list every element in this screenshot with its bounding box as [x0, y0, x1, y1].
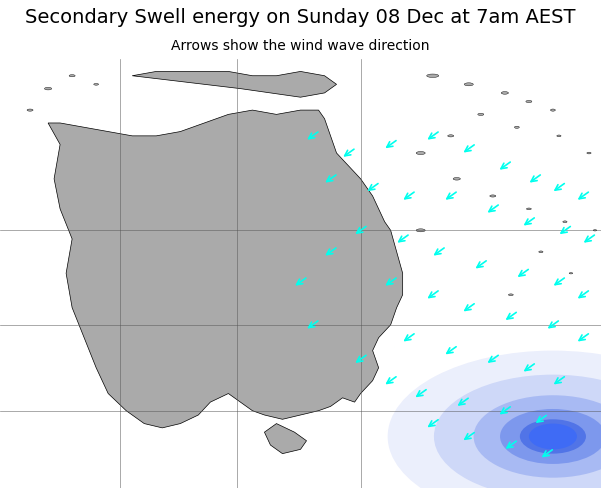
- Ellipse shape: [569, 273, 573, 274]
- Ellipse shape: [508, 294, 513, 296]
- Polygon shape: [264, 424, 307, 454]
- Ellipse shape: [44, 87, 52, 90]
- Ellipse shape: [388, 350, 601, 488]
- Ellipse shape: [514, 126, 519, 128]
- Ellipse shape: [563, 221, 567, 223]
- Ellipse shape: [448, 135, 454, 137]
- Polygon shape: [132, 71, 337, 97]
- Ellipse shape: [526, 101, 532, 102]
- Text: Secondary Swell energy on Sunday 08 Dec at 7am AEST: Secondary Swell energy on Sunday 08 Dec …: [25, 8, 576, 27]
- Ellipse shape: [453, 178, 460, 180]
- Ellipse shape: [557, 135, 561, 137]
- Ellipse shape: [526, 208, 531, 210]
- Ellipse shape: [434, 375, 601, 488]
- Ellipse shape: [94, 83, 99, 85]
- Ellipse shape: [520, 419, 586, 454]
- Polygon shape: [48, 110, 403, 428]
- Ellipse shape: [593, 230, 597, 231]
- Ellipse shape: [474, 395, 601, 478]
- Ellipse shape: [416, 229, 426, 232]
- Ellipse shape: [427, 74, 439, 78]
- Ellipse shape: [27, 109, 33, 111]
- Ellipse shape: [500, 409, 601, 464]
- Ellipse shape: [501, 92, 508, 94]
- Ellipse shape: [69, 75, 75, 77]
- Ellipse shape: [587, 152, 591, 154]
- Ellipse shape: [529, 424, 577, 449]
- Ellipse shape: [538, 251, 543, 253]
- Ellipse shape: [416, 152, 426, 155]
- Ellipse shape: [465, 83, 474, 86]
- Ellipse shape: [490, 195, 496, 197]
- Ellipse shape: [551, 109, 555, 111]
- Text: Arrows show the wind wave direction: Arrows show the wind wave direction: [171, 39, 430, 53]
- Ellipse shape: [478, 113, 484, 116]
